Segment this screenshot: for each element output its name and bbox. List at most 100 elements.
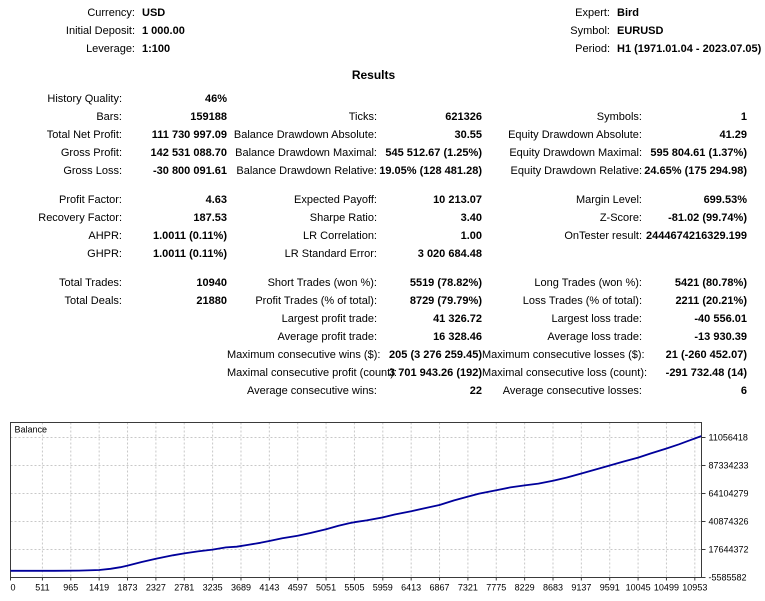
stat-label xyxy=(10,346,122,364)
stat-label xyxy=(482,245,642,263)
stats-row: Recovery Factor: 187.53 Sharpe Ratio: 3.40 Z… xyxy=(10,209,765,227)
stat-label xyxy=(227,90,377,108)
stat-value: 699.53% xyxy=(703,194,747,206)
stat-value: -13 930.39 xyxy=(694,331,747,343)
x-tick-label: 7775 xyxy=(486,583,506,593)
x-tick-label: 6867 xyxy=(430,583,450,593)
stat-label: Balance Drawdown Maximal: xyxy=(235,147,377,159)
stat-value: 111 730 997.09 xyxy=(151,129,227,141)
stats-block-gap xyxy=(10,263,765,274)
period-value: H1 (1971.01.04 - 2023.07.05) xyxy=(617,43,762,55)
test-info: Expert: Bird Symbol: EURUSD Period: H1 (… xyxy=(420,4,761,58)
stat-value: 19.05% (128 481.28) xyxy=(379,165,482,177)
stat-label: Average consecutive losses: xyxy=(502,385,642,397)
initial-deposit-value: 1 000.00 xyxy=(142,25,185,37)
stat-label: GHPR: xyxy=(87,248,122,260)
stat-label xyxy=(482,90,642,108)
stat-value: 142 531 088.70 xyxy=(150,147,227,159)
stat-label: Symbols: xyxy=(596,111,642,123)
y-tick-label: 11056418 xyxy=(709,432,748,442)
stat-label xyxy=(10,310,122,328)
currency-row: Currency: USD xyxy=(0,4,185,22)
x-tick-label: 10953 xyxy=(682,583,707,593)
stat-value: 4.63 xyxy=(205,194,227,206)
y-tick-label: 40874326 xyxy=(709,516,749,526)
stats-row: Total Net Profit: 111 730 997.09 Balance D… xyxy=(10,126,765,144)
stats-row: Gross Loss: -30 800 091.61 Balance Drawdow… xyxy=(10,162,765,180)
expert-row: Expert: Bird xyxy=(420,4,761,22)
stat-label: Equity Drawdown Absolute: xyxy=(508,129,642,141)
expert-value: Bird xyxy=(617,7,639,19)
x-tick-label: 6413 xyxy=(401,583,421,593)
x-tick-label: 5959 xyxy=(373,583,393,593)
stat-value: -291 732.48 (14) xyxy=(665,367,747,379)
y-tick-label: 17644372 xyxy=(709,544,749,554)
stat-value: 1.00 xyxy=(460,230,482,242)
stats-block-gap xyxy=(10,180,765,191)
x-tick-label: 9137 xyxy=(571,583,591,593)
x-tick-label: 3235 xyxy=(203,583,223,593)
results-title: Results xyxy=(351,68,396,82)
stat-label: Short Trades (won %): xyxy=(267,277,377,289)
x-tick-label: 0 xyxy=(11,583,16,593)
x-tick-label: 10499 xyxy=(654,583,679,593)
stat-label: Largest profit trade: xyxy=(281,313,377,325)
stat-label: Margin Level: xyxy=(575,194,642,206)
stat-label: Gross Profit: xyxy=(60,147,122,159)
stat-value: 1 xyxy=(740,111,747,123)
stat-value: 41.29 xyxy=(719,129,747,141)
chart-frame xyxy=(10,422,702,578)
stat-label: Total Net Profit: xyxy=(46,129,122,141)
y-tick-label: 64104279 xyxy=(709,488,749,498)
stats-row: Profit Factor: 4.63 Expected Payoff: 10 213… xyxy=(10,191,765,209)
stat-label: LR Standard Error: xyxy=(284,248,377,260)
currency-value: USD xyxy=(142,7,166,19)
x-tick-label: 2327 xyxy=(146,583,166,593)
stats-row: AHPR: 1.0011 (0.11%) LR Correlation: 1.00 On… xyxy=(10,227,765,245)
stat-label: Expected Payoff: xyxy=(294,194,377,206)
stat-value xyxy=(122,364,227,382)
stats-row: Average profit trade: 16 328.46 Average lo… xyxy=(10,328,765,346)
stat-value: 46% xyxy=(204,93,227,105)
stat-label xyxy=(10,364,122,382)
stat-label: Maximal consecutive loss (count): xyxy=(482,367,648,379)
stat-label: Long Trades (won %): xyxy=(534,277,642,289)
stat-label: Ticks: xyxy=(348,111,377,123)
stats-row: Gross Profit: 142 531 088.70 Balance Drawd… xyxy=(10,144,765,162)
leverage-value: 1:100 xyxy=(142,43,171,55)
stat-label xyxy=(10,382,122,400)
stat-value: 1.0011 (0.11%) xyxy=(152,230,227,242)
stat-label: Total Trades: xyxy=(59,277,122,289)
stat-value: 3 020 684.48 xyxy=(417,248,482,260)
y-tick-label: -5585582 xyxy=(709,573,747,583)
stat-value: 2211 (20.21%) xyxy=(675,295,747,307)
stats-row: Maximal consecutive profit (count): 3 701… xyxy=(10,364,765,382)
stat-value: 6 xyxy=(740,385,747,397)
stat-value: 24.65% (175 294.98) xyxy=(644,165,747,177)
stat-value: -30 800 091.61 xyxy=(152,165,227,177)
stat-label: Average loss trade: xyxy=(547,331,642,343)
stat-label: Balance Drawdown Absolute: xyxy=(233,129,377,141)
symbol-value: EURUSD xyxy=(617,25,664,37)
symbol-row: Symbol: EURUSD xyxy=(420,22,761,40)
x-tick-label: 8229 xyxy=(515,583,535,593)
balance-line xyxy=(10,435,702,572)
stat-value: 205 (3 276 259.45) xyxy=(389,349,482,361)
stat-value: 621326 xyxy=(445,111,482,123)
stat-value: 2444674216329.199 xyxy=(646,230,747,242)
stat-value: 10 213.07 xyxy=(433,194,482,206)
stat-value xyxy=(122,382,227,400)
stat-value: 21 (-260 452.07) xyxy=(665,349,747,361)
y-tick-label: 87334233 xyxy=(709,460,749,470)
x-tick-label: 4597 xyxy=(288,583,308,593)
stat-label xyxy=(10,328,122,346)
initial-deposit-label: Initial Deposit: xyxy=(65,25,135,37)
x-tick-label: 8683 xyxy=(543,583,563,593)
stat-value: 1.0011 (0.11%) xyxy=(152,248,227,260)
stat-label: Recovery Factor: xyxy=(38,212,122,224)
x-tick-label: 2781 xyxy=(174,583,194,593)
x-tick-label: 5505 xyxy=(344,583,364,593)
stat-value: 159188 xyxy=(190,111,227,123)
x-tick-label: 9591 xyxy=(600,583,620,593)
stat-label: Total Deals: xyxy=(64,295,122,307)
